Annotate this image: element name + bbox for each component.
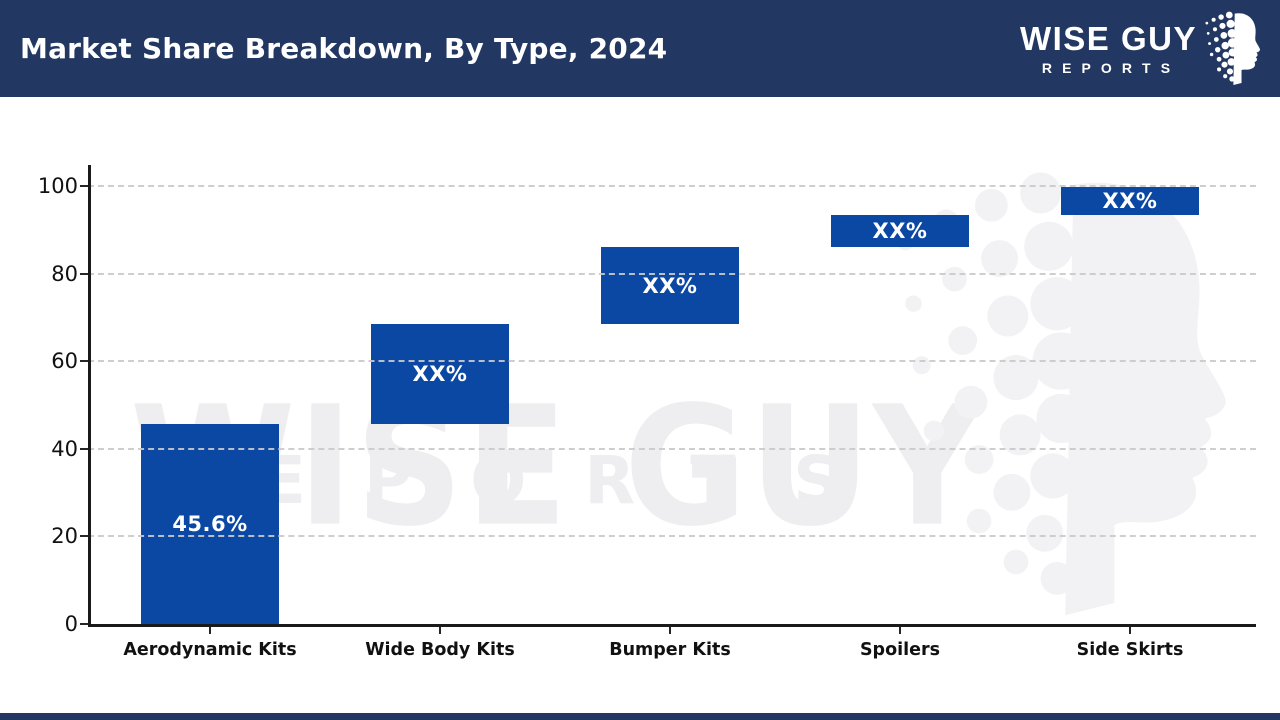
x-category-label: Bumper Kits: [609, 640, 731, 660]
bar-segment: XX%: [371, 323, 509, 425]
y-tick-mark: [80, 535, 88, 538]
x-tick-mark: [209, 626, 211, 634]
gridline-80: [88, 272, 1256, 275]
x-tick-mark: [439, 626, 441, 634]
x-tick-mark: [899, 626, 901, 634]
gridline-100: [88, 185, 1256, 187]
logo-subtext: REPORTS: [1041, 60, 1181, 76]
gridline-20: [88, 535, 1256, 538]
bar-segment: 45.6%: [141, 424, 279, 624]
bar-value-label: 45.6%: [172, 512, 248, 537]
x-category-label: Side Skirts: [1076, 640, 1184, 660]
y-tick-label: 40: [51, 436, 78, 461]
x-tick-mark: [669, 626, 671, 634]
y-tick-label: 60: [51, 349, 78, 374]
y-tick-mark: [80, 447, 88, 450]
y-tick-label: 20: [51, 524, 78, 549]
bar-segment: XX%: [601, 247, 739, 324]
gridline-40: [88, 447, 1256, 450]
header: Market Share Breakdown, By Type, 2024 WI…: [0, 0, 1280, 97]
bar-value-label: XX%: [642, 273, 698, 298]
brand-logo-text: WISE GUY REPORTS: [1020, 22, 1197, 75]
logo-head-profile-icon: [1205, 11, 1260, 85]
bar-value-label: XX%: [872, 219, 928, 244]
x-tick-mark: [1129, 626, 1131, 634]
y-tick-label: 100: [37, 174, 78, 198]
y-tick-mark: [80, 360, 88, 363]
bar-segment: XX%: [1061, 187, 1199, 215]
y-tick-label: 0: [64, 612, 78, 636]
x-category-label: Aerodynamic Kits: [123, 640, 297, 660]
y-axis-line: [88, 165, 91, 626]
bar-value-label: XX%: [1102, 189, 1158, 214]
plot-area: WISE GUY REPORTS 45.6% XX% XX% XX% XX% 0 20 40…: [0, 97, 1280, 713]
y-tick-mark: [80, 272, 88, 275]
bar-value-label: XX%: [412, 362, 468, 387]
x-category-label: Wide Body Kits: [365, 640, 515, 660]
chart-title: Market Share Breakdown, By Type, 2024: [20, 32, 668, 65]
x-category-label: Spoilers: [859, 640, 941, 660]
bar-segment: XX%: [831, 214, 969, 248]
logo-wordmark: WISE GUY: [1019, 20, 1197, 57]
brand-logo: WISE GUY REPORTS: [1020, 8, 1266, 90]
y-tick-label: 80: [51, 261, 78, 286]
footer-bar: [0, 713, 1280, 720]
x-axis-line: [88, 624, 1256, 627]
y-tick-mark: [80, 623, 88, 625]
gridline-60: [88, 360, 1256, 363]
y-tick-mark: [80, 185, 88, 187]
